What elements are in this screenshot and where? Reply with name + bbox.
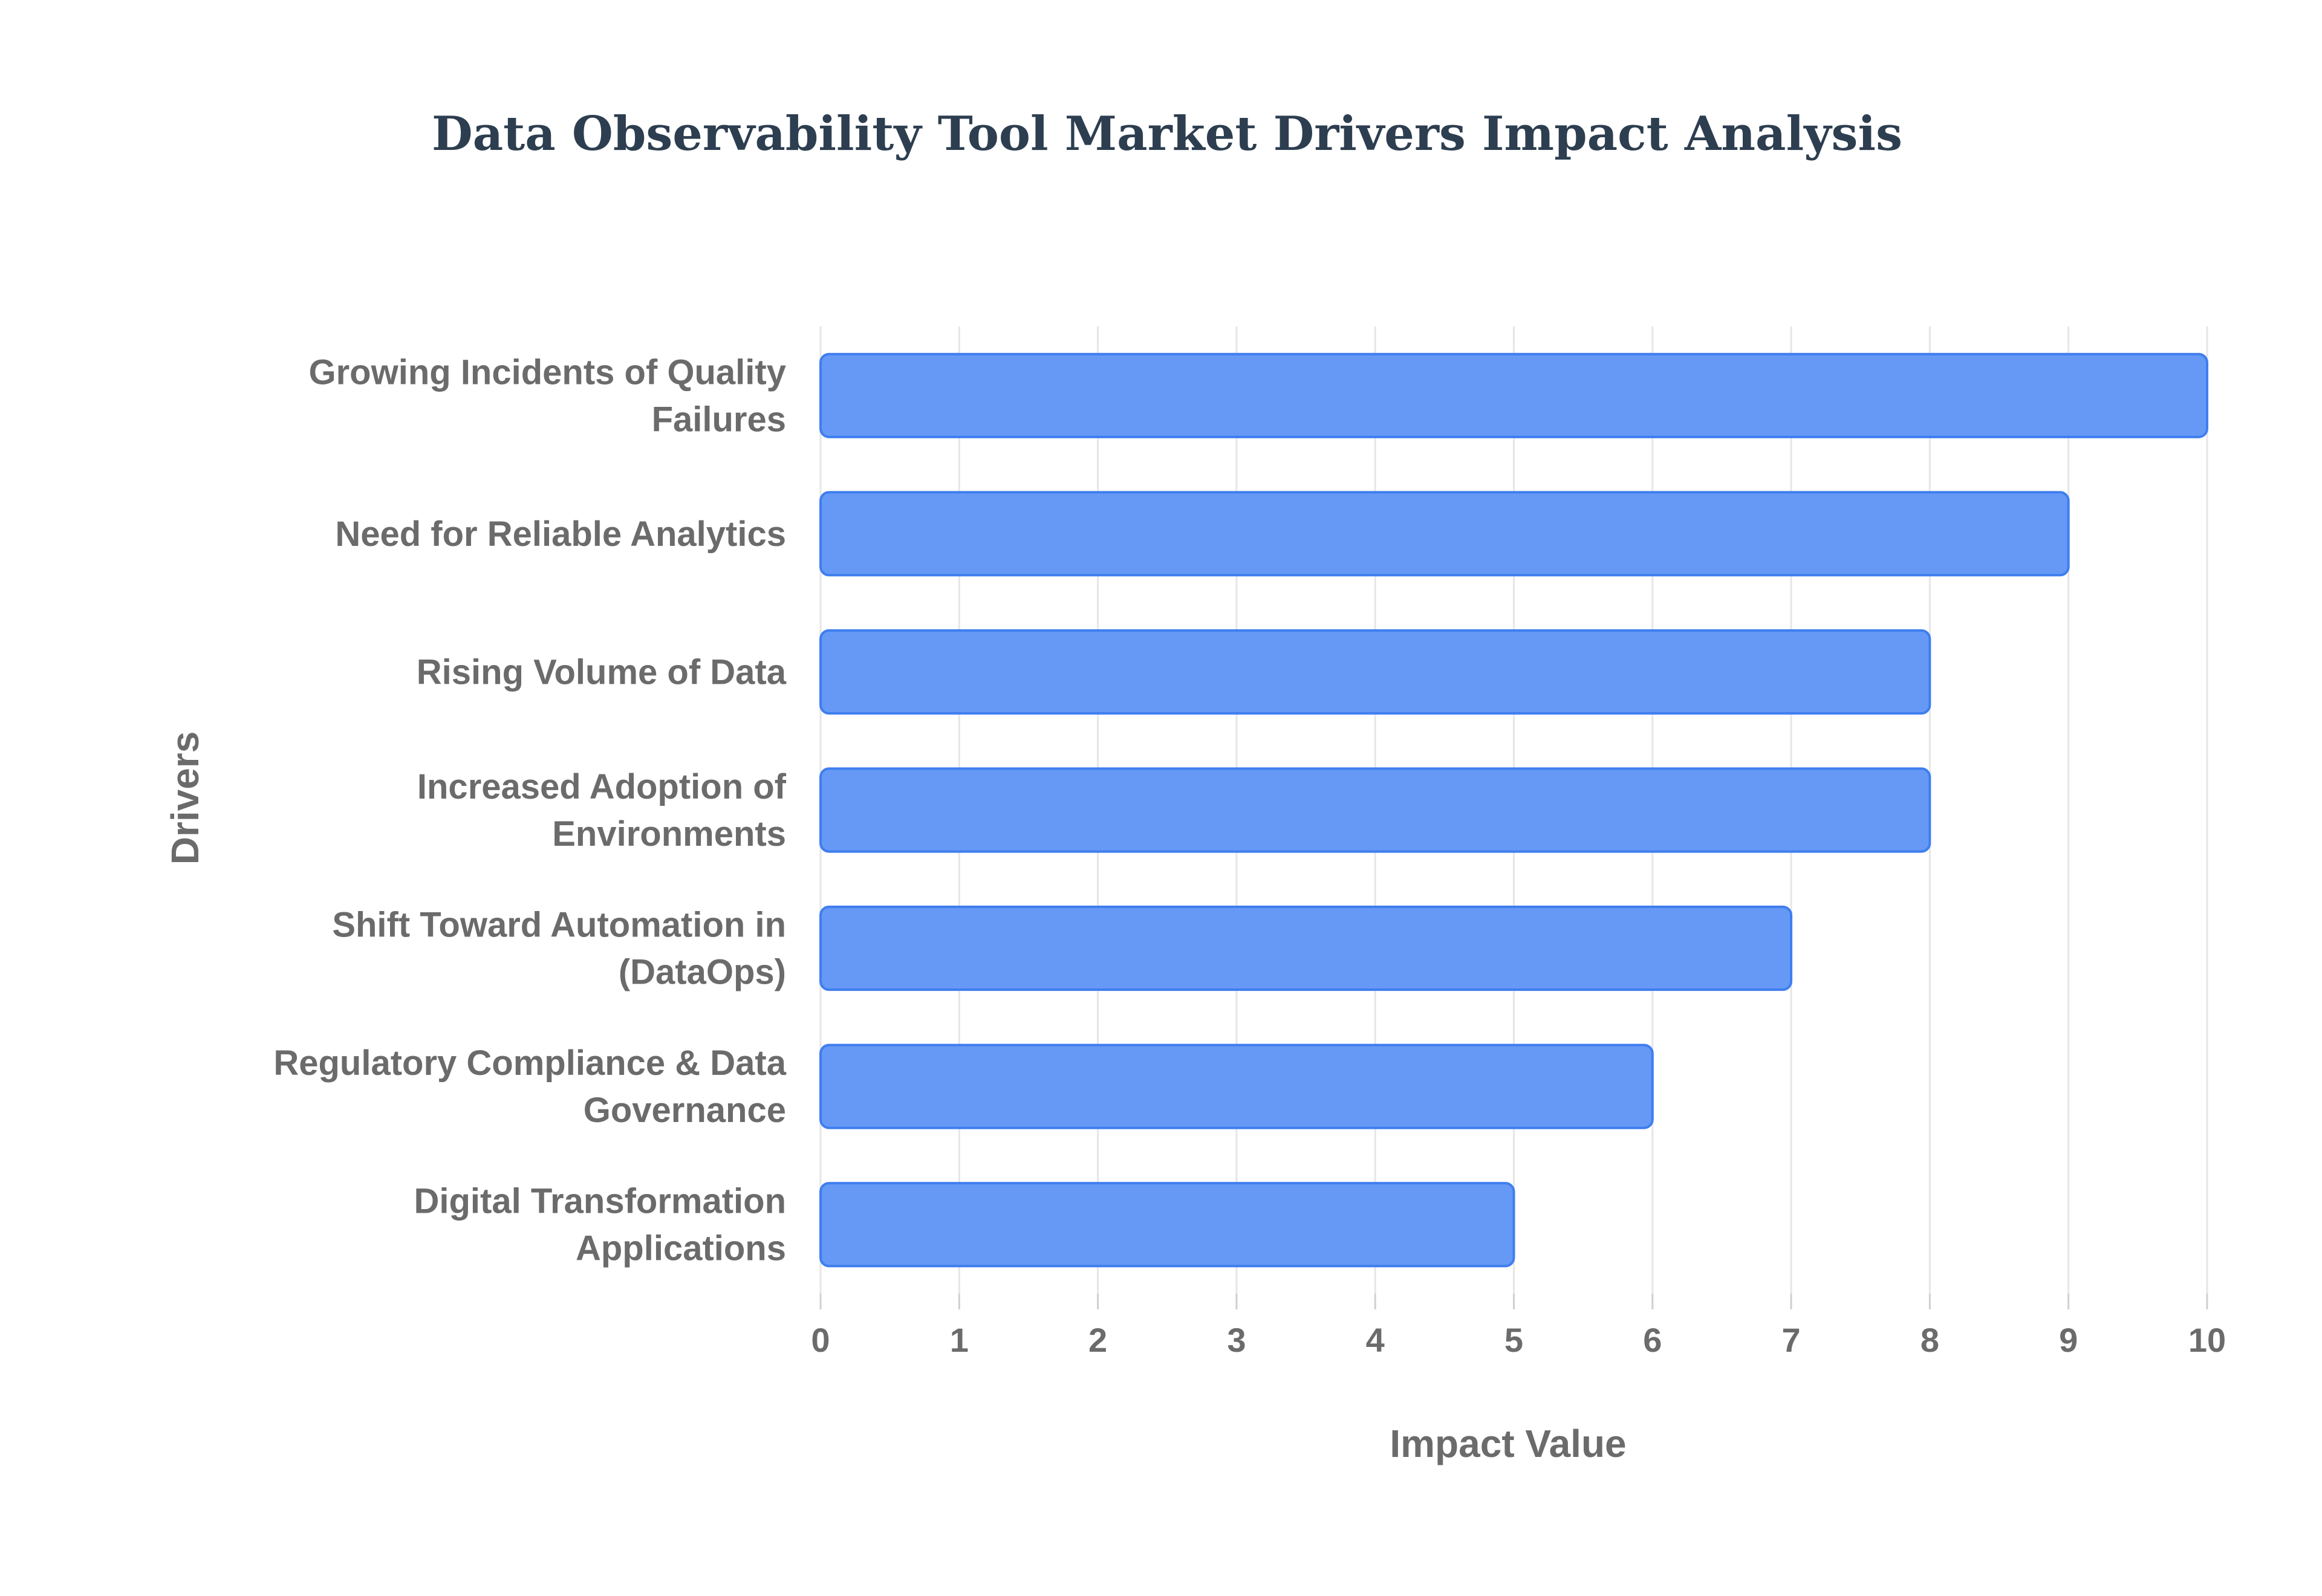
category-label: Rising Volume of Data xyxy=(417,652,787,692)
bar[interactable] xyxy=(819,767,1931,853)
category-label: Failures xyxy=(652,400,786,439)
category-label: Environments xyxy=(552,814,786,854)
category-label: Digital Transformation xyxy=(414,1182,786,1221)
x-tick-label: 9 xyxy=(2059,1321,2078,1359)
x-tick-label: 1 xyxy=(950,1321,969,1359)
chart-title: Data Observability Tool Market Drivers I… xyxy=(432,106,1902,161)
bar[interactable] xyxy=(819,629,1931,715)
x-tick-label: 4 xyxy=(1366,1321,1385,1359)
x-tick-labels: 0 1 2 3 4 5 6 7 8 9 10 xyxy=(811,1321,2226,1359)
bar[interactable] xyxy=(819,906,1793,991)
bar[interactable] xyxy=(819,491,2070,577)
x-tick-label: 3 xyxy=(1227,1321,1246,1359)
category-labels: Growing Incidents of Quality Failures Need… xyxy=(273,352,786,1268)
bar[interactable] xyxy=(819,1182,1515,1268)
x-tick-label: 8 xyxy=(1920,1321,1939,1359)
x-tick-label: 10 xyxy=(2188,1321,2226,1359)
x-tick-label: 0 xyxy=(811,1321,830,1359)
category-label: Regulatory Compliance & Data xyxy=(273,1043,786,1083)
x-tick-label: 2 xyxy=(1088,1321,1107,1359)
x-tick-label: 7 xyxy=(1782,1321,1801,1359)
x-tick-label: 5 xyxy=(1504,1321,1523,1359)
category-label: Governance xyxy=(584,1091,786,1130)
category-label: Need for Reliable Analytics xyxy=(335,514,786,554)
y-axis-title: Drivers xyxy=(163,731,207,865)
bar[interactable] xyxy=(819,1043,1654,1129)
category-label: Increased Adoption of xyxy=(417,767,787,806)
category-label: Applications xyxy=(576,1229,786,1268)
bar[interactable] xyxy=(819,352,2208,438)
category-label: (DataOps) xyxy=(619,953,786,992)
x-axis-title: Impact Value xyxy=(1390,1422,1626,1465)
category-label: Shift Toward Automation in xyxy=(332,906,786,945)
category-label: Growing Incidents of Quality xyxy=(309,352,787,392)
x-tick-label: 6 xyxy=(1643,1321,1662,1359)
bar-layer xyxy=(819,352,2208,1268)
